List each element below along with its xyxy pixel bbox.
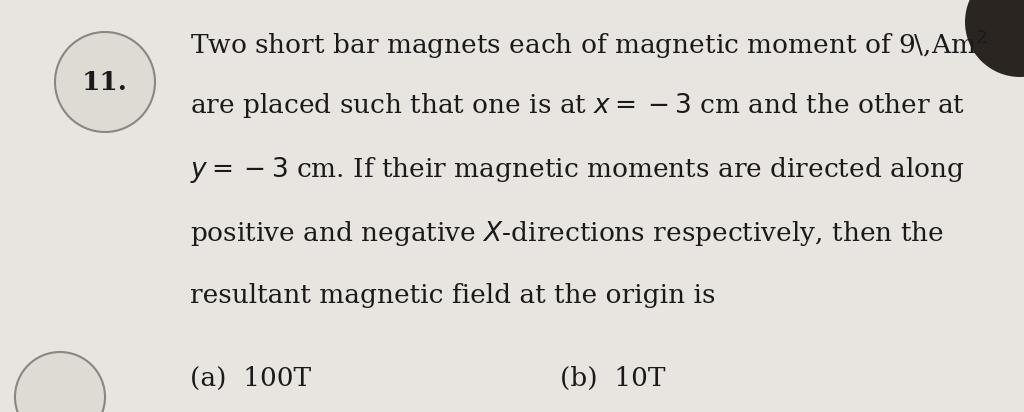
Circle shape — [15, 352, 105, 412]
Circle shape — [55, 32, 155, 132]
Text: are placed such that one is at $x = -3$ cm and the other at: are placed such that one is at $x = -3$ … — [190, 91, 966, 120]
Circle shape — [965, 0, 1024, 77]
Text: (a)  100T: (a) 100T — [190, 366, 311, 391]
Text: 11.: 11. — [82, 70, 128, 94]
Text: positive and negative $X$-directions respectively, then the: positive and negative $X$-directions res… — [190, 219, 944, 248]
Text: resultant magnetic field at the origin is: resultant magnetic field at the origin i… — [190, 283, 716, 308]
Text: $y = -3$ cm. If their magnetic moments are directed along: $y = -3$ cm. If their magnetic moments a… — [190, 155, 965, 185]
Text: Two short bar magnets each of magnetic moment of 9\,Am$^2$: Two short bar magnets each of magnetic m… — [190, 27, 987, 61]
Text: (b)  10T: (b) 10T — [560, 366, 666, 391]
